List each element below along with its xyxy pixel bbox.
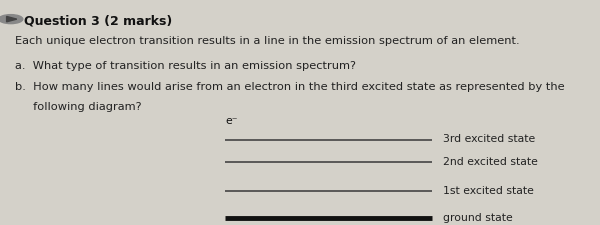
Text: ground state: ground state <box>443 213 512 223</box>
Text: e⁻: e⁻ <box>225 116 238 126</box>
Text: 2nd excited state: 2nd excited state <box>443 157 538 167</box>
Text: Question 3 (2 marks): Question 3 (2 marks) <box>24 15 172 28</box>
Text: following diagram?: following diagram? <box>15 102 142 112</box>
Text: 3rd excited state: 3rd excited state <box>443 135 535 144</box>
Text: 1st excited state: 1st excited state <box>443 186 533 196</box>
Text: b.  How many lines would arise from an electron in the third excited state as re: b. How many lines would arise from an el… <box>15 82 565 92</box>
Polygon shape <box>7 16 17 22</box>
Text: a.  What type of transition results in an emission spectrum?: a. What type of transition results in an… <box>15 61 356 71</box>
Text: Each unique electron transition results in a line in the emission spectrum of an: Each unique electron transition results … <box>15 36 520 46</box>
Circle shape <box>0 15 23 24</box>
